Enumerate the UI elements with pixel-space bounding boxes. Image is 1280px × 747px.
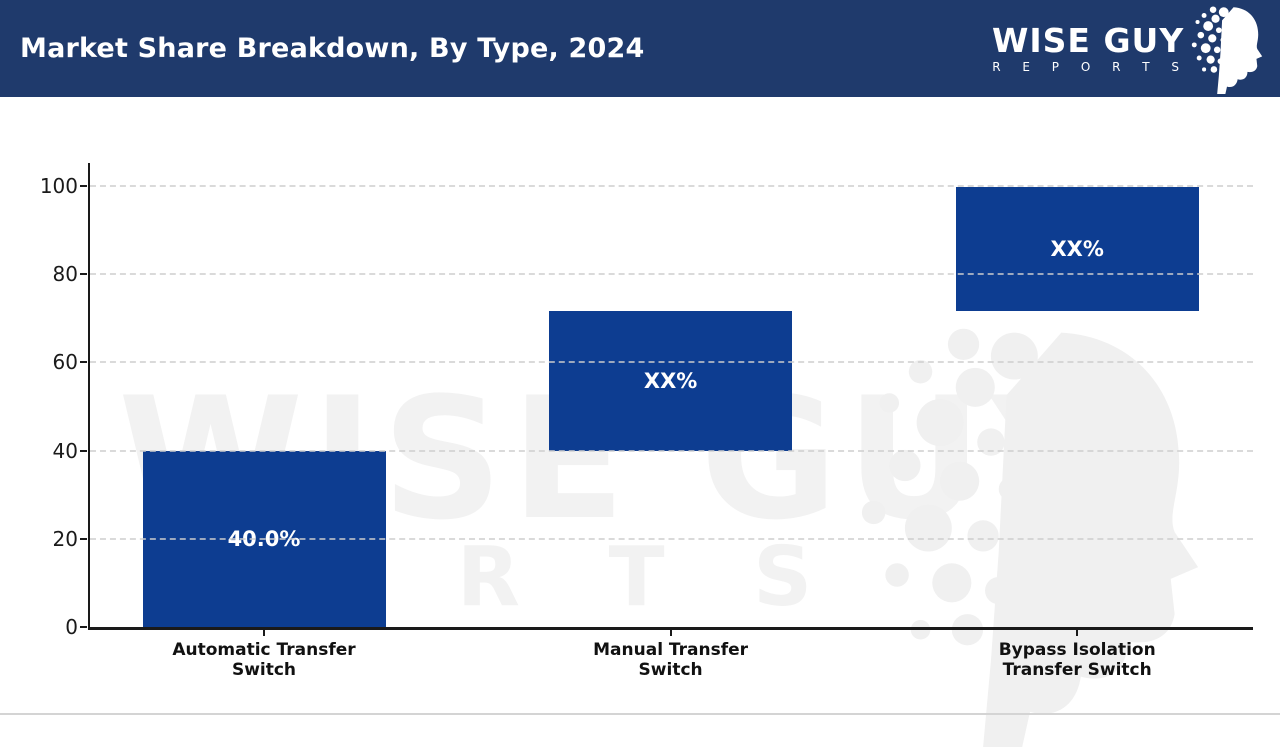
bar-value-label: XX% — [1050, 236, 1104, 261]
x-tick-0 — [263, 629, 265, 636]
x-category-label: Bypass Isolation Transfer Switch — [998, 640, 1156, 680]
footer-divider — [0, 713, 1280, 715]
y-tick-label-80: 80 — [52, 262, 78, 287]
y-tick-label-60: 60 — [52, 350, 78, 375]
x-tick-1 — [669, 629, 672, 636]
chart-area: WISE GUY P O R T S 0 20 40 60 80 100 40.0% XX% X… — [0, 97, 1280, 747]
x-axis-spine — [88, 627, 1253, 630]
x-category-label: Automatic Transfer Switch — [172, 640, 356, 680]
y-tick-100 — [80, 185, 87, 187]
bar-value-label: XX% — [643, 368, 698, 393]
y-tick-label-20: 20 — [52, 526, 78, 551]
watermark-face-icon — [861, 328, 1199, 747]
y-tick-60 — [80, 361, 87, 364]
y-tick-0 — [80, 626, 87, 628]
gridline-20 — [90, 537, 1253, 540]
logo-subtitle: R E P O R T S — [992, 60, 1188, 74]
y-tick-20 — [80, 537, 87, 540]
bar-segment: XX% — [549, 310, 793, 451]
y-tick-label-100: 100 — [39, 174, 78, 198]
y-tick-label-40: 40 — [52, 438, 78, 463]
gridline-80 — [90, 273, 1253, 276]
y-tick-label-0: 0 — [65, 615, 78, 639]
y-tick-40 — [80, 449, 87, 452]
x-tick-2 — [1076, 629, 1079, 636]
page-title: Market Share Breakdown, By Type, 2024 — [20, 33, 645, 64]
gridline-60 — [90, 361, 1253, 364]
y-axis-spine — [88, 163, 90, 629]
gridline-100 — [90, 185, 1253, 187]
x-category-label: Manual Transfer Switch — [593, 640, 749, 680]
logo-wordmark: WISE GUY — [991, 21, 1185, 60]
bar-segment: XX% — [955, 186, 1199, 311]
wise-guy-logo: WISE GUY R E P O R T S — [988, 4, 1280, 94]
gridline-40 — [90, 449, 1253, 452]
logo-face-icon — [1191, 5, 1263, 94]
logo-text: WISE GUY R E P O R T S — [988, 24, 1188, 73]
header-bar: Market Share Breakdown, By Type, 2024 WI… — [0, 0, 1280, 97]
y-tick-80 — [80, 273, 87, 276]
